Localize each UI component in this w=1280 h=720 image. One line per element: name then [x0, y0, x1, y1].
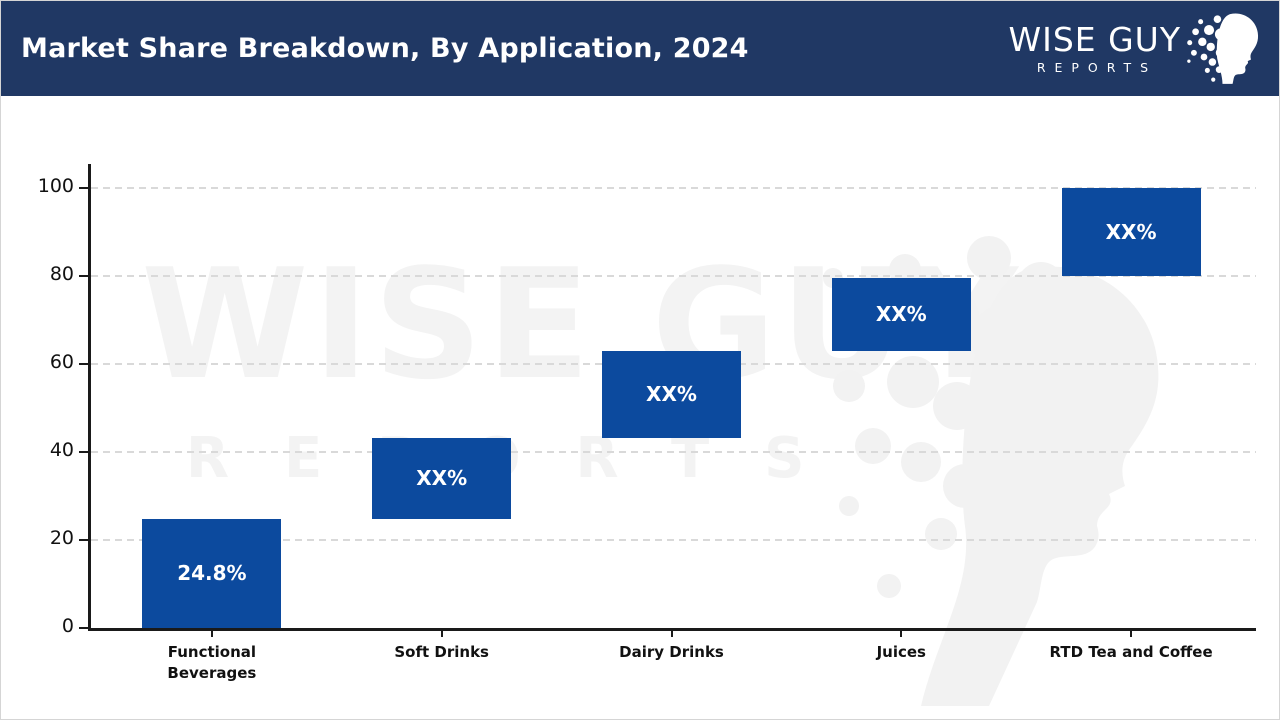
bar-value-label: XX%: [875, 302, 927, 327]
y-tick-label: 60: [49, 351, 74, 373]
bar-juices: XX%: [831, 278, 971, 351]
gridline-20: [91, 539, 1256, 541]
watermark-face-icon: [823, 234, 1159, 706]
y-tick-label: 40: [49, 439, 74, 461]
x-tick-5: [1130, 630, 1133, 637]
y-tick-20: [79, 539, 88, 541]
y-tick-40: [79, 451, 88, 453]
gridline-80: [91, 275, 1256, 277]
y-tick-label: 0: [61, 615, 74, 637]
x-tick-2: [440, 630, 443, 637]
category-label: Soft Drinks: [394, 643, 489, 661]
category-label: Dairy Drinks: [619, 643, 724, 661]
bar-functional-beverages: 24.8%: [142, 518, 282, 628]
logo-wordmark: WISE GUY REPORTS: [1008, 20, 1181, 76]
y-axis-line: [88, 164, 91, 630]
y-tick-label: 100: [37, 175, 74, 197]
y-tick-label: 80: [49, 263, 74, 285]
bar-dairy-drinks: XX%: [602, 350, 741, 438]
header: Market Share Breakdown, By Application, …: [1, 1, 1279, 96]
bar-rtd-tea-and-coffee: XX%: [1061, 188, 1201, 276]
gridline-100: [91, 187, 1256, 189]
bar-soft-drinks: XX%: [372, 437, 512, 519]
category-label: Juices: [876, 643, 926, 661]
x-tick-1: [210, 630, 213, 637]
wiseguy-logo: WISE GUY REPORTS: [1008, 7, 1267, 91]
x-tick-3: [670, 630, 673, 637]
category-label: Functional Beverages: [167, 643, 257, 682]
y-tick-100: [79, 187, 88, 189]
y-tick-80: [79, 275, 88, 277]
logo-wordmark-line1: WISE GUY: [1008, 20, 1181, 59]
x-axis-line: [88, 628, 1256, 631]
bar-value-label: XX%: [416, 466, 468, 491]
y-tick-60: [79, 363, 88, 365]
x-tick-4: [900, 630, 903, 637]
page-title: Market Share Breakdown, By Application, …: [21, 33, 749, 64]
logo-head-icon: [1187, 12, 1259, 84]
gridline-40: [91, 451, 1256, 453]
bar-value-label: 24.8%: [177, 561, 247, 586]
category-label: RTD Tea and Coffee: [1049, 643, 1213, 661]
y-tick-0: [79, 627, 88, 629]
chart-area: WISE GUY REPORTS 0 20 40 60 80 100 24.8% Functi…: [1, 96, 1279, 719]
bar-value-label: XX%: [646, 382, 697, 407]
logo-wordmark-line2: REPORTS: [1036, 60, 1158, 75]
bar-value-label: XX%: [1105, 220, 1157, 244]
y-tick-label: 20: [49, 527, 74, 549]
watermark-text-line2: REPORTS: [186, 426, 860, 491]
